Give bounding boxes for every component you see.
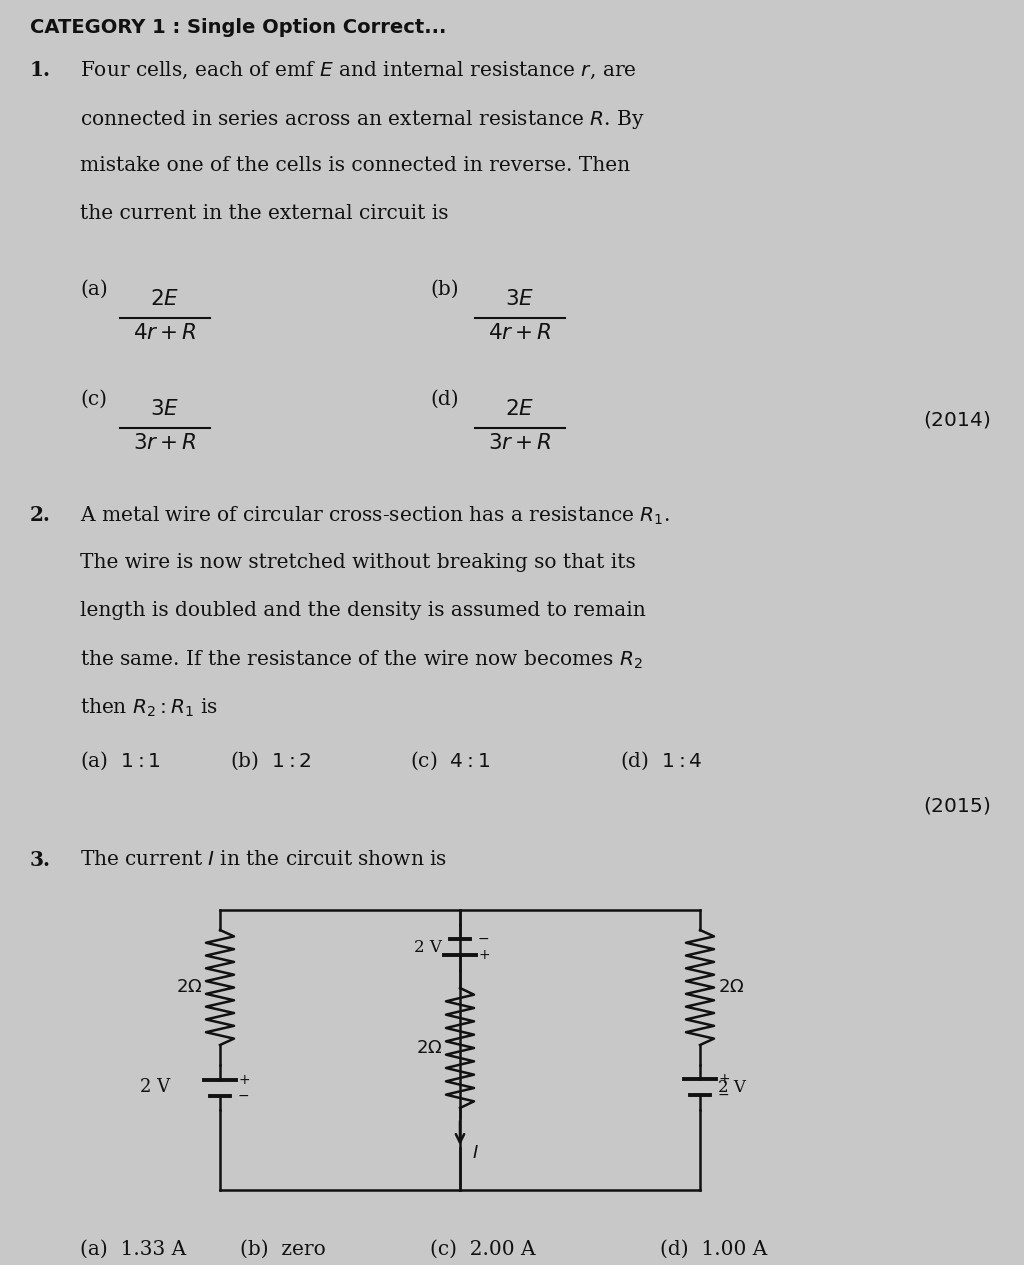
Text: the current in the external circuit is: the current in the external circuit is <box>80 204 449 223</box>
Text: +: + <box>238 1073 250 1087</box>
Text: (b)  $1:2$: (b) $1:2$ <box>230 750 311 773</box>
Text: 2 V: 2 V <box>140 1079 170 1097</box>
Text: 2.: 2. <box>30 505 51 525</box>
Text: CATEGORY 1 : Single Option Correct...: CATEGORY 1 : Single Option Correct... <box>30 18 446 37</box>
Text: $(2014)$: $(2014)$ <box>923 410 990 430</box>
Text: (d)  1.00 A: (d) 1.00 A <box>660 1240 767 1259</box>
Text: (c)  2.00 A: (c) 2.00 A <box>430 1240 536 1259</box>
Text: The current $I$ in the circuit shown is: The current $I$ in the circuit shown is <box>80 850 447 869</box>
Text: (c)  $4:1$: (c) $4:1$ <box>410 750 490 773</box>
Text: The wire is now stretched without breaking so that its: The wire is now stretched without breaki… <box>80 553 636 572</box>
Text: then $R_2 : R_1$ is: then $R_2 : R_1$ is <box>80 697 218 720</box>
Text: $4r+R$: $4r+R$ <box>488 323 552 344</box>
Text: $3E$: $3E$ <box>506 288 535 310</box>
Text: the same. If the resistance of the wire now becomes $R_2$: the same. If the resistance of the wire … <box>80 649 643 672</box>
Text: length is doubled and the density is assumed to remain: length is doubled and the density is ass… <box>80 601 646 620</box>
Text: $2\Omega$: $2\Omega$ <box>175 978 202 996</box>
Text: (b)  zero: (b) zero <box>240 1240 326 1259</box>
Text: (a)  1.33 A: (a) 1.33 A <box>80 1240 186 1259</box>
Text: −: − <box>238 1088 250 1103</box>
Text: (a)  $1:1$: (a) $1:1$ <box>80 750 161 773</box>
Text: 1.: 1. <box>30 59 51 80</box>
Text: (c): (c) <box>80 390 106 409</box>
Text: 2 V: 2 V <box>718 1079 745 1095</box>
Text: (a): (a) <box>80 280 108 299</box>
Text: −: − <box>478 932 489 946</box>
Text: $3r+R$: $3r+R$ <box>488 433 552 454</box>
Text: (d): (d) <box>430 390 459 409</box>
Text: +: + <box>718 1071 730 1085</box>
Text: $4r+R$: $4r+R$ <box>133 323 197 344</box>
Text: $2\Omega$: $2\Omega$ <box>718 978 744 996</box>
Text: (b): (b) <box>430 280 459 299</box>
Text: +: + <box>478 947 489 961</box>
Text: 2 V: 2 V <box>414 939 442 955</box>
Text: $2\Omega$: $2\Omega$ <box>416 1039 442 1058</box>
Text: (d)  $1:4$: (d) $1:4$ <box>620 750 702 773</box>
Text: $2E$: $2E$ <box>151 288 179 310</box>
Text: $3E$: $3E$ <box>151 398 179 420</box>
Text: A metal wire of circular cross-section has a resistance $R_1$.: A metal wire of circular cross-section h… <box>80 505 670 528</box>
Text: −: − <box>718 1088 730 1102</box>
Text: 3.: 3. <box>30 850 51 870</box>
Text: Four cells, each of emf $E$ and internal resistance $r$, are: Four cells, each of emf $E$ and internal… <box>80 59 637 81</box>
Text: $2E$: $2E$ <box>506 398 535 420</box>
Text: connected in series across an external resistance $R$. By: connected in series across an external r… <box>80 108 645 132</box>
Text: $I$: $I$ <box>472 1144 479 1163</box>
Text: mistake one of the cells is connected in reverse. Then: mistake one of the cells is connected in… <box>80 156 630 175</box>
Text: $(2015)$: $(2015)$ <box>923 794 990 816</box>
Text: $3r+R$: $3r+R$ <box>133 433 197 454</box>
